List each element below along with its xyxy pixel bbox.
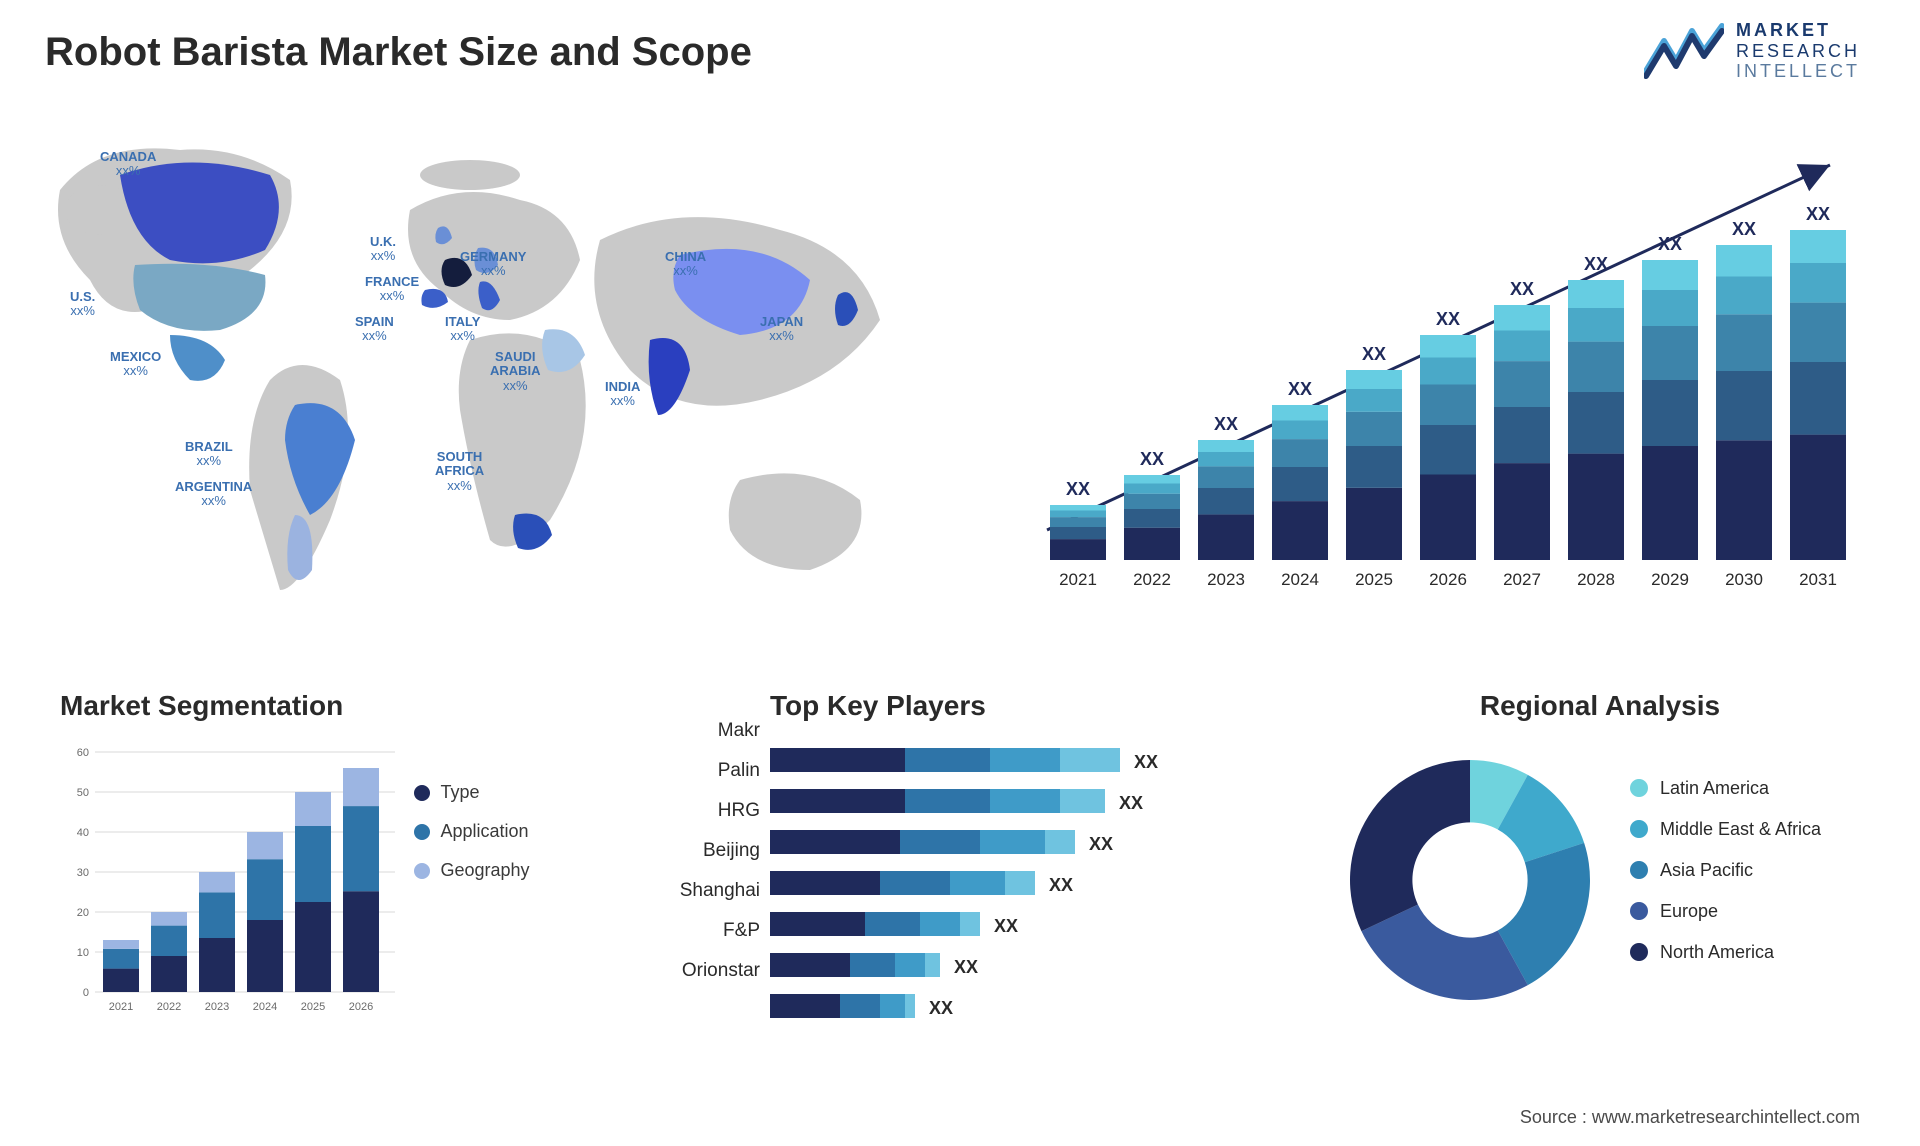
svg-text:XX: XX (1049, 875, 1073, 895)
svg-text:XX: XX (1362, 344, 1386, 364)
svg-text:XX: XX (994, 916, 1018, 936)
segmentation-legend-item: Type (414, 782, 529, 803)
segmentation-legend-item: Application (414, 821, 529, 842)
svg-text:XX: XX (1214, 414, 1238, 434)
regional-heading: Regional Analysis (1330, 690, 1870, 722)
svg-text:XX: XX (1510, 279, 1534, 299)
regional-donut (1330, 740, 1610, 1020)
svg-text:XX: XX (929, 998, 953, 1018)
svg-text:2021: 2021 (109, 1001, 133, 1013)
key-players-names: Makr Palin HRG Beijing Shanghai F&P Orionstar (595, 720, 760, 1000)
map-label: U.S.xx% (70, 290, 95, 319)
map-label: JAPANxx% (760, 315, 803, 344)
svg-text:2025: 2025 (1355, 570, 1393, 589)
regional-legend-item: Middle East & Africa (1630, 819, 1821, 840)
svg-text:0: 0 (83, 987, 89, 999)
logo: MARKET RESEARCH INTELLECT (1644, 20, 1860, 82)
key-player-name: Makr (595, 720, 760, 742)
regional-legend-item: North America (1630, 942, 1821, 963)
map-label: BRAZILxx% (185, 440, 233, 469)
key-players-section: Top Key Players XX XX XX XX XX XX XX (770, 690, 1330, 1045)
svg-text:2026: 2026 (349, 1001, 373, 1013)
svg-text:20: 20 (77, 907, 89, 919)
svg-text:2029: 2029 (1651, 570, 1689, 589)
key-player-name: Beijing (595, 840, 760, 862)
svg-text:XX: XX (1140, 449, 1164, 469)
svg-text:2024: 2024 (253, 1001, 277, 1013)
map-label: CHINAxx% (665, 250, 706, 279)
svg-text:XX: XX (1134, 752, 1158, 772)
key-player-name: Palin (595, 760, 760, 782)
svg-text:60: 60 (77, 747, 89, 759)
regional-legend-item: Europe (1630, 901, 1821, 922)
map-label: ARGENTINAxx% (175, 480, 252, 509)
svg-text:2026: 2026 (1429, 570, 1467, 589)
key-players-heading: Top Key Players (770, 690, 1330, 722)
map-label: ITALYxx% (445, 315, 480, 344)
svg-text:2023: 2023 (205, 1001, 229, 1013)
svg-text:XX: XX (1732, 219, 1756, 239)
regional-legend-item: Asia Pacific (1630, 860, 1821, 881)
key-player-name: HRG (595, 800, 760, 822)
regional-legend: Latin America Middle East & Africa Asia Pa… (1630, 778, 1821, 983)
map-us (133, 264, 265, 331)
segmentation-legend-item: Geography (414, 860, 529, 881)
key-player-name: F&P (595, 920, 760, 942)
svg-text:50: 50 (77, 787, 89, 799)
svg-text:2024: 2024 (1281, 570, 1319, 589)
map-label: GERMANYxx% (460, 250, 526, 279)
svg-text:2025: 2025 (301, 1001, 325, 1013)
svg-text:XX: XX (1288, 379, 1312, 399)
svg-text:2028: 2028 (1577, 570, 1615, 589)
svg-text:XX: XX (1066, 479, 1090, 499)
regional-section: Regional Analysis Latin America Middle Ea… (1330, 690, 1870, 1020)
regional-legend-item: Latin America (1630, 778, 1821, 799)
svg-text:XX: XX (1806, 204, 1830, 224)
segmentation-chart: 0 10 20 30 40 50 60 2021 2022 2023 2024 2025 2026 (60, 742, 400, 1022)
svg-text:XX: XX (1089, 834, 1113, 854)
svg-text:2021: 2021 (1059, 570, 1097, 589)
map-label: U.K.xx% (370, 235, 396, 264)
map-label: CANADAxx% (100, 150, 156, 179)
key-player-name: Orionstar (595, 960, 760, 982)
map-label: SPAINxx% (355, 315, 394, 344)
svg-text:2031: 2031 (1799, 570, 1837, 589)
svg-text:2027: 2027 (1503, 570, 1541, 589)
svg-text:XX: XX (1436, 309, 1460, 329)
svg-text:XX: XX (1658, 234, 1682, 254)
source-text: Source : www.marketresearchintellect.com (1520, 1107, 1860, 1128)
svg-text:XX: XX (1119, 793, 1143, 813)
svg-text:XX: XX (954, 957, 978, 977)
growth-chart: XX 2021 XX 2022 XX 2023 XX 2024 XX 2025 XX 2026 XX 20… (1040, 150, 1860, 610)
key-player-name: Shanghai (595, 880, 760, 902)
logo-text: MARKET RESEARCH INTELLECT (1736, 20, 1860, 82)
map-label: SOUTHAFRICAxx% (435, 450, 484, 493)
key-players-chart: XX XX XX XX XX XX XX (770, 740, 1230, 1040)
world-map: CANADAxx% U.S.xx% MEXICOxx% BRAZILxx% ARGENT… (40, 120, 940, 640)
svg-text:30: 30 (77, 867, 89, 879)
svg-text:10: 10 (77, 947, 89, 959)
segmentation-heading: Market Segmentation (60, 690, 700, 722)
svg-text:2030: 2030 (1725, 570, 1763, 589)
svg-text:2022: 2022 (157, 1001, 181, 1013)
segmentation-legend: Type Application Geography (414, 782, 529, 899)
map-label: SAUDIARABIAxx% (490, 350, 541, 393)
svg-text:2022: 2022 (1133, 570, 1171, 589)
svg-text:XX: XX (1584, 254, 1608, 274)
map-label: MEXICOxx% (110, 350, 161, 379)
svg-text:40: 40 (77, 827, 89, 839)
map-mexico (170, 335, 225, 381)
map-label: INDIAxx% (605, 380, 640, 409)
map-label: FRANCExx% (365, 275, 419, 304)
svg-text:2023: 2023 (1207, 570, 1245, 589)
logo-icon (1644, 21, 1724, 81)
page-title: Robot Barista Market Size and Scope (45, 30, 752, 75)
